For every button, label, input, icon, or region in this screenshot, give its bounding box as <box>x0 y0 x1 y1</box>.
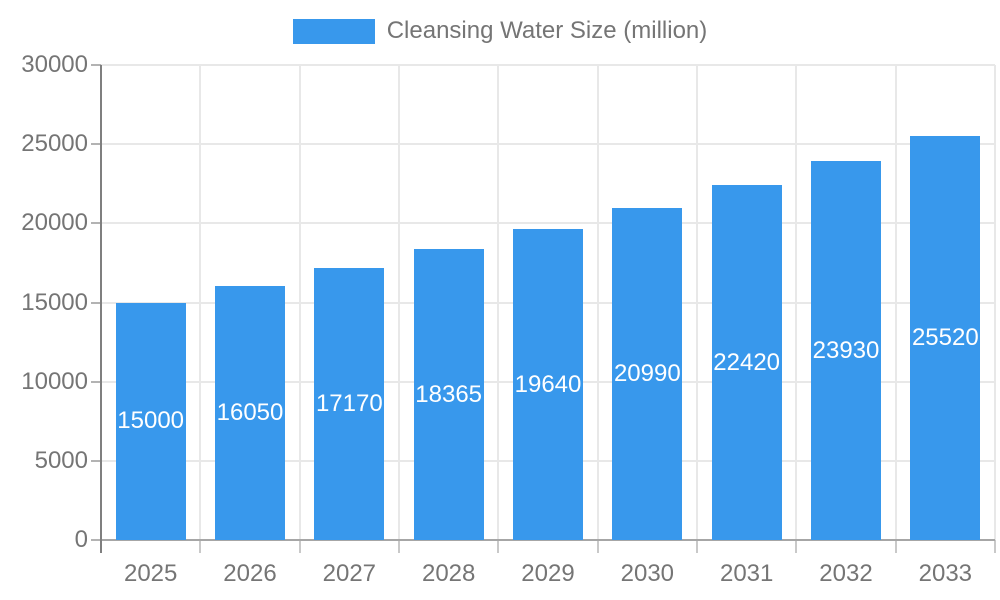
bar <box>612 207 683 540</box>
h-gridline <box>101 143 995 146</box>
y-tick-label: 10000 <box>21 367 88 395</box>
x-axis-tick <box>298 540 301 553</box>
x-axis-tick <box>795 540 798 553</box>
x-axis-tick <box>994 540 996 553</box>
v-gridline <box>199 65 202 540</box>
v-gridline <box>696 65 698 540</box>
y-tick-label: 15000 <box>21 288 88 316</box>
legend-swatch <box>292 18 375 44</box>
v-gridline <box>298 65 301 540</box>
y-axis-tick <box>91 222 101 225</box>
x-axis-tick <box>497 540 500 553</box>
y-axis-tick <box>91 459 101 462</box>
x-tick-label: 2028 <box>421 560 476 587</box>
y-tick-label: 25000 <box>21 130 88 158</box>
y-tick-label: 20000 <box>21 209 88 237</box>
legend: Cleansing Water Size (million) <box>0 16 1000 46</box>
x-tick-label: 2027 <box>322 560 377 587</box>
bar-value-label: 20990 <box>613 359 681 387</box>
v-gridline <box>497 65 500 540</box>
bar <box>115 302 186 540</box>
y-axis-tick <box>91 64 101 66</box>
v-gridline <box>398 65 400 540</box>
h-gridline <box>101 222 995 225</box>
bar-value-label: 25520 <box>911 323 979 351</box>
bar <box>513 229 583 540</box>
bar <box>711 185 782 540</box>
x-tick-label: 2029 <box>521 560 575 587</box>
y-tick-label: 0 <box>74 526 88 553</box>
x-tick-label: 2032 <box>819 560 873 587</box>
y-tick-label: 30000 <box>21 51 88 78</box>
y-axis-tick <box>91 380 101 383</box>
x-tick-label: 2031 <box>719 560 774 587</box>
v-gridline <box>994 65 996 540</box>
y-axis-tick <box>91 143 101 146</box>
y-axis-line <box>100 65 102 553</box>
v-gridline <box>894 65 897 540</box>
x-axis-tick <box>696 540 698 553</box>
bar <box>910 135 981 540</box>
bar-value-label: 19640 <box>514 370 582 398</box>
y-tick-label: 5000 <box>34 446 88 474</box>
x-axis-tick <box>398 540 400 553</box>
legend-label: Cleansing Water Size (million) <box>386 17 708 44</box>
bar-value-label: 16050 <box>216 398 284 426</box>
bar <box>215 285 285 540</box>
x-tick-label: 2030 <box>620 560 675 587</box>
bar-value-label: 17170 <box>315 390 383 418</box>
bar-value-label: 18365 <box>415 380 483 408</box>
v-gridline <box>795 65 798 540</box>
h-gridline <box>101 64 995 66</box>
bar <box>413 249 484 540</box>
x-tick-label: 2033 <box>918 560 973 587</box>
bar-value-label: 15000 <box>117 407 185 435</box>
x-axis-tick <box>199 540 202 553</box>
bar-value-label: 22420 <box>713 348 781 376</box>
bar-value-label: 23930 <box>812 336 880 364</box>
y-axis-tick <box>91 539 101 541</box>
x-axis-tick <box>596 540 599 553</box>
bar <box>314 268 385 540</box>
bar <box>811 161 881 540</box>
x-axis-tick <box>894 540 897 553</box>
y-axis-tick <box>91 301 101 304</box>
x-tick-label: 2025 <box>123 560 178 587</box>
v-gridline <box>596 65 599 540</box>
x-axis-line <box>101 539 995 541</box>
x-tick-label: 2026 <box>223 560 277 587</box>
